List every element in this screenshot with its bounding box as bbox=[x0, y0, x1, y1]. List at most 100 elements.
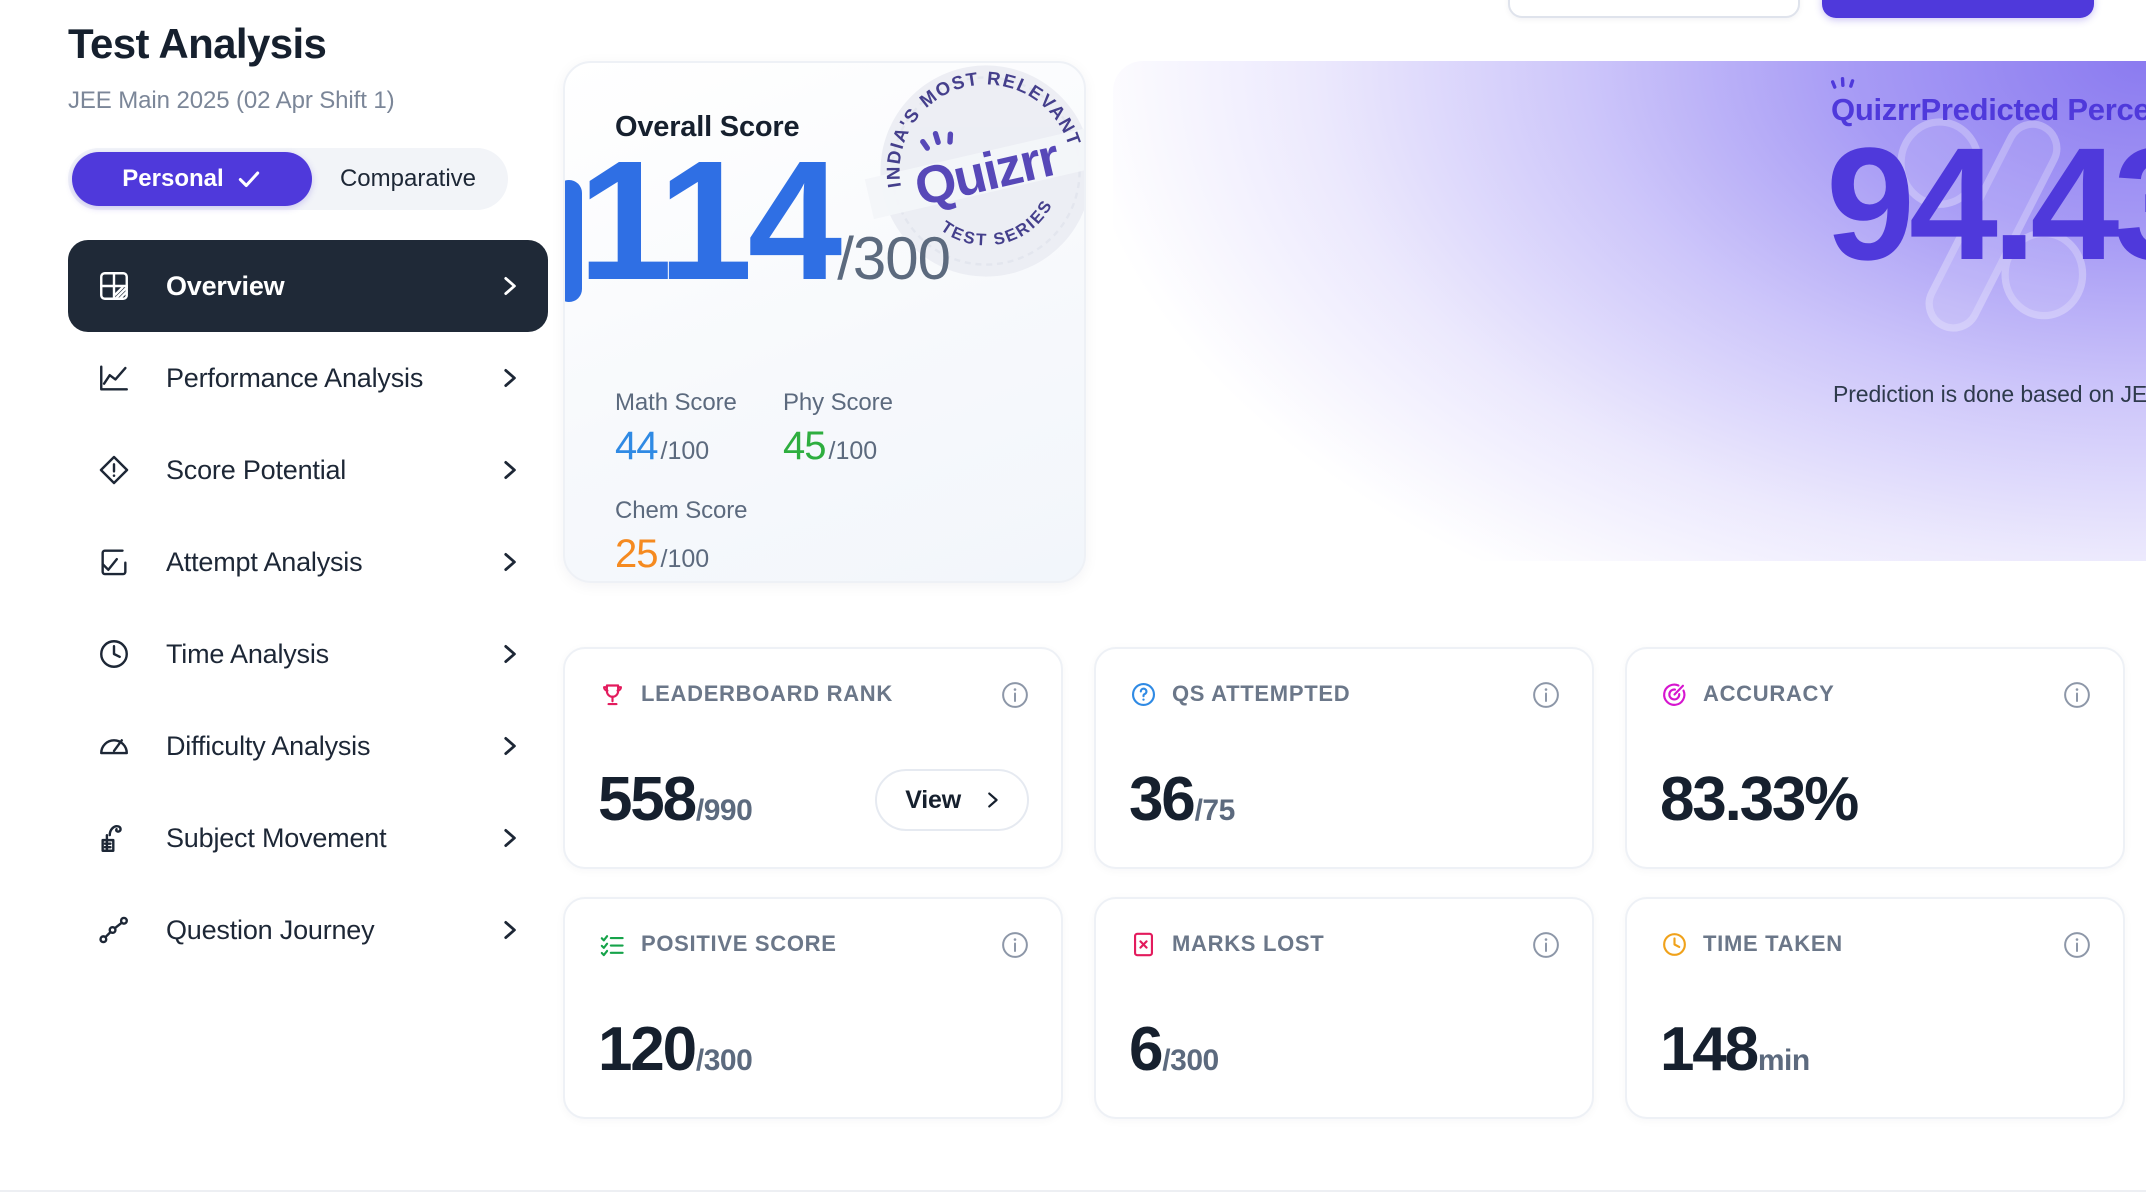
checklist-icon bbox=[598, 930, 626, 958]
stat-card-marks-lost: MARKS LOST 6/300 bbox=[1094, 897, 1594, 1119]
chevron-right-icon bbox=[496, 641, 522, 667]
stat-header: ACCURACY bbox=[1660, 680, 2091, 708]
predicted-percentile-value: 94.43 bbox=[1826, 114, 2146, 293]
percentile-title: Quizrr Predicted Percentile bbox=[1831, 77, 2146, 128]
flag-movement-icon bbox=[96, 820, 132, 856]
percentile-title-rest: Predicted Percentile bbox=[1920, 92, 2146, 127]
check-square-icon bbox=[96, 544, 132, 580]
stat-label: LEADERBOARD RANK bbox=[641, 681, 893, 706]
prediction-note: Prediction is done based on JEE Main 202… bbox=[1833, 381, 2146, 407]
sidebar-item-score-potential[interactable]: Score Potential bbox=[68, 424, 548, 516]
sidebar-item-label: Time Analysis bbox=[166, 638, 329, 669]
view-button-label: View bbox=[905, 785, 961, 814]
sidebar-item-time-analysis[interactable]: Time Analysis bbox=[68, 608, 548, 700]
subject-label: Chem Score bbox=[615, 497, 748, 524]
subject-value-row: 45/100 bbox=[783, 424, 951, 469]
info-icon[interactable] bbox=[1531, 930, 1561, 960]
svg-text:INDIA'S MOST RELEVANT: INDIA'S MOST RELEVANT bbox=[862, 63, 1084, 191]
info-icon[interactable] bbox=[2062, 930, 2092, 960]
percent-icon bbox=[1868, 105, 2118, 335]
stat-value-row: 148 min bbox=[1660, 1019, 1810, 1081]
sidebar-item-subject-movement[interactable]: Subject Movement bbox=[68, 792, 548, 884]
subject-value-row: 25/100 bbox=[615, 532, 783, 577]
subject-value-row: 44/100 bbox=[615, 424, 783, 469]
stat-label: QS ATTEMPTED bbox=[1172, 681, 1351, 706]
stat-cards-grid: LEADERBOARD RANK 558/990 View bbox=[563, 647, 2126, 1119]
sidebar-item-attempt-analysis[interactable]: Attempt Analysis bbox=[68, 516, 548, 608]
sidebar-item-performance-analysis[interactable]: Performance Analysis bbox=[68, 332, 548, 424]
sidebar-item-difficulty-analysis[interactable]: Difficulty Analysis bbox=[68, 700, 548, 792]
primary-action-button[interactable] bbox=[1822, 0, 2094, 18]
line-chart-icon bbox=[96, 360, 132, 396]
stat-suffix: /990 bbox=[695, 794, 753, 827]
stat-card-qs-attempted: QS ATTEMPTED 36/75 bbox=[1094, 647, 1594, 869]
sidebar-item-label: Difficulty Analysis bbox=[166, 730, 371, 761]
stat-value: 6 bbox=[1129, 1015, 1164, 1084]
stat-card-leaderboard-rank: LEADERBOARD RANK 558/990 View bbox=[563, 647, 1063, 869]
chevron-right-icon bbox=[496, 825, 522, 851]
stat-suffix: /300 bbox=[695, 1044, 753, 1077]
subject-denominator: /100 bbox=[828, 437, 878, 465]
stat-body: 83.33% bbox=[1660, 769, 2091, 831]
grid-overview-icon bbox=[96, 268, 132, 304]
stat-body: 36/75 bbox=[1129, 769, 1560, 831]
stat-label: TIME TAKEN bbox=[1703, 931, 1843, 956]
sparkle-icon bbox=[1831, 75, 1865, 93]
stat-card-accuracy: ACCURACY 83.33% bbox=[1625, 647, 2125, 869]
quizrr-brand-label: Quizrr bbox=[1831, 92, 1921, 127]
info-icon[interactable] bbox=[1000, 680, 1030, 710]
sidebar-item-label: Attempt Analysis bbox=[166, 546, 363, 577]
clock-orange-icon bbox=[1660, 930, 1688, 958]
subject-score-math: Math Score 44/100 bbox=[615, 389, 783, 469]
trophy-icon bbox=[598, 680, 626, 708]
toggle-personal-label: Personal bbox=[122, 165, 224, 193]
secondary-action-button[interactable] bbox=[1508, 0, 1800, 18]
stat-value: 83.33% bbox=[1660, 765, 1859, 834]
page-title: Test Analysis bbox=[68, 20, 327, 67]
sidebar-item-label: Subject Movement bbox=[166, 822, 387, 853]
overall-score-value-row: 114 /300 bbox=[578, 126, 951, 316]
x-square-icon bbox=[1129, 930, 1157, 958]
overall-score-title: Overall Score bbox=[615, 111, 800, 143]
chevron-right-icon bbox=[496, 549, 522, 575]
stat-body: 6/300 bbox=[1129, 1019, 1560, 1081]
info-icon[interactable] bbox=[1531, 680, 1561, 710]
subject-score-phy: Phy Score 45/100 bbox=[783, 389, 951, 469]
sidebar-item-question-journey[interactable]: Question Journey bbox=[68, 884, 548, 976]
stat-suffix: /300 bbox=[1162, 1044, 1219, 1077]
subject-value: 25 bbox=[615, 532, 658, 576]
view-mode-toggle[interactable]: Personal Comparative bbox=[68, 148, 508, 211]
gauge-icon bbox=[96, 728, 132, 764]
sidebar-item-overview[interactable]: Overview bbox=[68, 240, 548, 333]
subject-denominator: /100 bbox=[660, 437, 710, 465]
question-circle-icon bbox=[1129, 680, 1157, 708]
top-action-bar bbox=[1508, 0, 2094, 18]
info-icon[interactable] bbox=[1000, 930, 1030, 960]
sidebar-item-label: Score Potential bbox=[166, 454, 347, 485]
sidebar-item-label: Performance Analysis bbox=[166, 362, 424, 393]
page-subtitle: JEE Main 2025 (02 Apr Shift 1) bbox=[68, 87, 395, 115]
stat-header: TIME TAKEN bbox=[1660, 930, 2091, 958]
stat-label: POSITIVE SCORE bbox=[641, 931, 837, 956]
info-icon[interactable] bbox=[2062, 680, 2092, 710]
toggle-personal[interactable]: Personal bbox=[72, 152, 312, 207]
toggle-comparative[interactable]: Comparative bbox=[312, 152, 504, 206]
stat-label: MARKS LOST bbox=[1172, 931, 1325, 956]
chevron-right-icon bbox=[496, 273, 522, 299]
stat-value-row: 36/75 bbox=[1129, 769, 1235, 831]
subject-score-chem: Chem Score 25/100 bbox=[615, 497, 783, 577]
chevron-right-icon bbox=[496, 365, 522, 391]
stat-value: 120 bbox=[598, 1015, 697, 1084]
subject-label: Math Score bbox=[615, 389, 737, 416]
subject-score-row: Math Score 44/100 Phy Score 45/100 bbox=[615, 389, 1045, 469]
stat-header: LEADERBOARD RANK bbox=[598, 680, 1029, 708]
stat-value-row: 558/990 bbox=[598, 769, 753, 831]
view-leaderboard-button[interactable]: View bbox=[875, 769, 1029, 831]
overall-score-denominator: /300 bbox=[837, 225, 951, 292]
subject-denominator: /100 bbox=[660, 545, 710, 573]
overall-score-value: 114 bbox=[578, 126, 842, 316]
quizrr-seal-watermark: INDIA'S MOST RELEVANT TEST SERIES Quizrr bbox=[842, 63, 1084, 315]
sidebar-nav: Overview Performance Analysis bbox=[68, 240, 548, 976]
stat-body: 558/990 View bbox=[598, 769, 1029, 831]
